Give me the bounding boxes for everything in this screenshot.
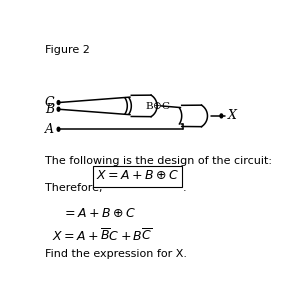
Text: The following is the design of the circuit:: The following is the design of the circu… <box>45 156 272 166</box>
FancyBboxPatch shape <box>93 166 182 187</box>
Text: $X = A + B\oplus C$: $X = A + B\oplus C$ <box>96 169 179 182</box>
Text: B: B <box>45 103 54 116</box>
Text: A: A <box>45 123 54 136</box>
Ellipse shape <box>57 127 60 131</box>
Text: Therefore,: Therefore, <box>45 183 103 193</box>
Text: X: X <box>228 110 237 123</box>
Text: .: . <box>183 183 186 193</box>
Ellipse shape <box>220 114 223 118</box>
Text: Figure 2: Figure 2 <box>45 45 90 55</box>
Ellipse shape <box>57 107 60 111</box>
Text: B$\oplus$C: B$\oplus$C <box>145 100 171 111</box>
Text: Find the expression for X.: Find the expression for X. <box>45 249 187 260</box>
Text: $X = A + \overline{B}C + B\overline{C}$: $X = A + \overline{B}C + B\overline{C}$ <box>52 228 152 244</box>
Text: C: C <box>45 96 54 109</box>
Ellipse shape <box>57 101 60 105</box>
Text: $= A + B\oplus C$: $= A + B\oplus C$ <box>62 207 136 220</box>
